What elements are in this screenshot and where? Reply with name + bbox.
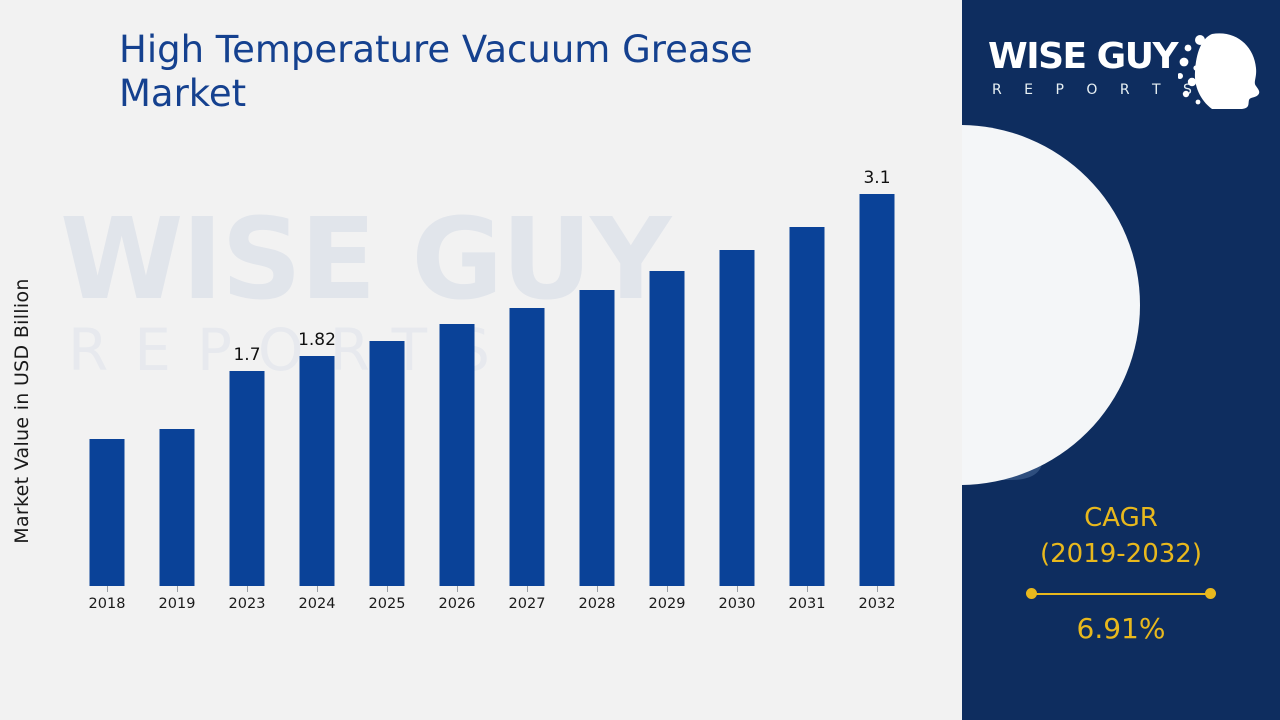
bar-rect-2028 <box>579 290 615 586</box>
tick-mark <box>736 586 738 592</box>
x-tick-2024: 2024 <box>282 586 352 612</box>
bar-chart-plot-area: 1.7 1.82 3.1 <box>72 150 912 586</box>
x-tick-label: 2032 <box>858 596 896 612</box>
x-tick-label: 2028 <box>578 596 616 612</box>
x-tick-2029: 2029 <box>632 586 702 612</box>
x-tick-2032: 2032 <box>842 586 912 612</box>
tick-mark <box>316 586 318 592</box>
x-tick-2025: 2025 <box>352 586 422 612</box>
x-axis: 2018 2019 2023 2024 2025 2026 2027 2028 2029 2030… <box>72 586 912 626</box>
tick-mark <box>596 586 598 592</box>
tick-mark <box>666 586 668 592</box>
x-tick-2019: 2019 <box>142 586 212 612</box>
x-tick-label: 2030 <box>718 596 756 612</box>
divider-dot-right <box>1205 588 1216 599</box>
x-tick-2031: 2031 <box>772 586 842 612</box>
bar-rect-2027 <box>509 307 545 586</box>
dot-cluster-graphic <box>962 150 1036 470</box>
bar-2024: 1.82 <box>282 150 352 586</box>
brand-panel: WISE GUY R E P O R T S C <box>962 0 1280 720</box>
divider-dot-left <box>1026 588 1037 599</box>
bar-2032: 3.1 <box>842 150 912 586</box>
x-tick-label: 2026 <box>438 596 476 612</box>
bar-rect-2023 <box>229 371 265 586</box>
tick-mark <box>806 586 808 592</box>
bar-2025 <box>352 150 422 586</box>
bar-rect-2024 <box>299 356 335 586</box>
tick-mark <box>176 586 178 592</box>
bar-value-2023: 1.7 <box>233 345 261 366</box>
cagr-block: CAGR (2019-2032) 6.91% <box>962 500 1280 648</box>
bar-value-2024: 1.82 <box>298 330 336 350</box>
x-tick-label: 2029 <box>648 596 686 612</box>
chart-panel: High Temperature Vacuum Grease Market WI… <box>11 28 912 626</box>
bar-rect-2029 <box>649 271 685 586</box>
bar-rect-2018 <box>89 439 125 586</box>
bar-rect-2026 <box>439 324 475 586</box>
dot-head-profile-icon <box>1177 30 1262 110</box>
tick-mark <box>106 586 108 592</box>
bar-2018 <box>72 150 142 586</box>
x-tick-2018: 2018 <box>72 586 142 612</box>
x-tick-2028: 2028 <box>562 586 632 612</box>
tick-mark <box>456 586 458 592</box>
wiseguy-reports-logo: WISE GUY R E P O R T S <box>980 28 1264 114</box>
bar-rect-2032 <box>859 194 895 586</box>
divider-line <box>1032 593 1210 595</box>
bar-2019 <box>142 150 212 586</box>
bar-2023: 1.7 <box>212 150 282 586</box>
bar-rect-2031 <box>789 227 825 586</box>
x-tick-2026: 2026 <box>422 586 492 612</box>
bar-2029 <box>632 150 702 586</box>
bar-2027 <box>492 150 562 586</box>
tick-mark <box>386 586 388 592</box>
x-tick-2030: 2030 <box>702 586 772 612</box>
bar-2028 <box>562 150 632 586</box>
bar-rect-2019 <box>159 429 195 586</box>
tick-mark <box>876 586 878 592</box>
x-tick-label: 2023 <box>228 596 266 612</box>
cagr-divider <box>1026 588 1216 600</box>
x-tick-label: 2024 <box>298 596 336 612</box>
tick-mark <box>526 586 528 592</box>
y-axis-label: Market Value in USD Billion <box>11 278 33 544</box>
bar-2026 <box>422 150 492 586</box>
tick-mark <box>246 586 248 592</box>
x-tick-label: 2018 <box>88 596 126 612</box>
cagr-range: (2019-2032) <box>1039 539 1202 569</box>
bar-rect-2030 <box>719 249 755 586</box>
page-title: High Temperature Vacuum Grease Market <box>119 28 753 115</box>
cagr-value: 6.91% <box>1076 612 1166 645</box>
cagr-label: CAGR <box>1084 503 1158 533</box>
x-tick-label: 2019 <box>158 596 196 612</box>
bar-2031 <box>772 150 842 586</box>
x-tick-2027: 2027 <box>492 586 562 612</box>
logo-wordmark: WISE GUY <box>988 36 1179 77</box>
bar-2030 <box>702 150 772 586</box>
x-tick-label: 2025 <box>368 596 406 612</box>
bar-rect-2025 <box>369 340 405 586</box>
x-tick-label: 2027 <box>508 596 546 612</box>
x-tick-label: 2031 <box>788 596 826 612</box>
logo-subword: R E P O R T S <box>992 82 1201 98</box>
x-tick-2023: 2023 <box>212 586 282 612</box>
bar-value-2032: 3.1 <box>863 168 891 189</box>
